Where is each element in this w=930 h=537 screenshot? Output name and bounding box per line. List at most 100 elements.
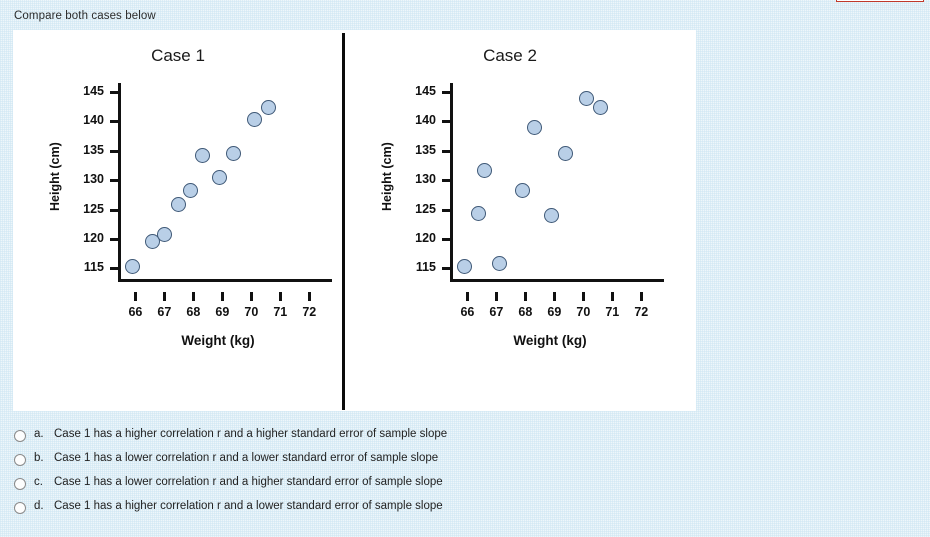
option-c[interactable]: c. Case 1 has a lower correlation r and …: [14, 476, 634, 500]
data-point: [578, 90, 594, 106]
y-tick-label: 125: [83, 201, 104, 216]
data-point: [471, 206, 487, 222]
chart-case-1: Case 1 115 120 125 130 135 140 145 66 67 68 69 70 71…: [13, 30, 343, 411]
data-point: [593, 99, 609, 115]
x-tick: [279, 292, 283, 301]
plot-area-case-2: 115 120 125 130 135 140 145 66 67 68 69 70 71 72 Heigh…: [345, 30, 675, 411]
y-tick: [110, 179, 118, 183]
data-point: [261, 100, 277, 116]
option-text-c: Case 1 has a lower correlation r and a h…: [54, 476, 443, 488]
x-tick: [582, 292, 586, 301]
x-axis-label: Weight (kg): [181, 333, 255, 348]
x-tick: [134, 292, 138, 301]
x-tick-label: 72: [302, 305, 317, 319]
y-tick: [110, 237, 118, 241]
data-point: [226, 145, 242, 161]
y-tick-label: 120: [415, 230, 436, 245]
option-text-d: Case 1 has a higher correlation r and a …: [54, 500, 443, 512]
x-tick-label: 69: [547, 305, 562, 319]
option-letter-b: b.: [34, 452, 44, 464]
data-point: [477, 163, 493, 179]
panel-divider: [342, 33, 345, 410]
x-tick: [524, 292, 528, 301]
y-tick-label: 145: [415, 83, 436, 98]
x-tick: [495, 292, 499, 301]
x-tick: [192, 292, 196, 301]
x-tick-label: 70: [576, 305, 591, 319]
option-d[interactable]: d. Case 1 has a higher correlation r and…: [14, 500, 634, 524]
x-tick: [466, 292, 470, 301]
option-b[interactable]: b. Case 1 has a lower correlation r and …: [14, 452, 634, 476]
x-tick-label: 72: [634, 305, 649, 319]
y-tick: [110, 90, 118, 94]
radio-icon-d[interactable]: [14, 502, 26, 514]
y-axis-line: [118, 83, 121, 282]
x-tick-label: 71: [273, 305, 288, 319]
plot-area-case-1: 115 120 125 130 135 140 145 66 67 68 69 70 71 72 Heigh…: [13, 30, 343, 411]
y-axis-line: [450, 83, 453, 282]
y-axis-label: Height (cm): [380, 142, 394, 211]
x-tick-label: 70: [244, 305, 259, 319]
x-tick: [553, 292, 557, 301]
radio-icon-a[interactable]: [14, 430, 26, 442]
page-title: Compare both cases below: [14, 10, 156, 22]
x-tick: [221, 292, 225, 301]
data-point: [456, 259, 472, 275]
y-tick: [442, 120, 450, 124]
y-tick: [110, 267, 118, 271]
x-tick-label: 68: [186, 305, 201, 319]
option-letter-a: a.: [34, 428, 44, 440]
y-tick-label: 125: [415, 201, 436, 216]
option-a[interactable]: a. Case 1 has a higher correlation r and…: [14, 428, 634, 452]
x-tick: [250, 292, 254, 301]
y-tick: [110, 208, 118, 212]
x-tick: [611, 292, 615, 301]
y-tick-label: 115: [415, 260, 436, 275]
option-letter-d: d.: [34, 500, 44, 512]
chart-title-case-1: Case 1: [151, 46, 205, 65]
chart-title-case-2: Case 2: [483, 46, 537, 65]
y-tick-label: 130: [415, 172, 436, 187]
y-tick: [442, 149, 450, 153]
x-tick-label: 69: [215, 305, 230, 319]
data-point: [491, 255, 507, 271]
radio-icon-c[interactable]: [14, 478, 26, 490]
x-tick-label: 71: [605, 305, 620, 319]
y-tick-label: 115: [83, 260, 104, 275]
y-tick: [442, 237, 450, 241]
x-axis-line: [450, 279, 664, 282]
y-tick-label: 135: [83, 142, 104, 157]
y-tick: [442, 208, 450, 212]
data-point: [171, 197, 187, 213]
y-tick: [110, 120, 118, 124]
y-tick-label: 140: [83, 113, 104, 128]
x-tick: [163, 292, 167, 301]
data-point: [246, 111, 262, 127]
x-tick-label: 67: [157, 305, 172, 319]
data-point: [124, 259, 140, 275]
option-text-a: Case 1 has a higher correlation r and a …: [54, 428, 448, 440]
data-point: [558, 145, 574, 161]
x-axis-line: [118, 279, 332, 282]
x-tick: [308, 292, 312, 301]
x-tick-label: 68: [518, 305, 533, 319]
data-point: [145, 233, 161, 249]
y-axis-label: Height (cm): [48, 142, 62, 211]
radio-icon-b[interactable]: [14, 454, 26, 466]
data-point: [211, 169, 227, 185]
y-tick: [442, 90, 450, 94]
clipped-top-banner: [836, 0, 924, 2]
y-tick: [442, 179, 450, 183]
charts-panel: Case 1 115 120 125 130 135 140 145 66 67 68 69 70 71…: [13, 30, 696, 411]
x-tick-label: 66: [128, 305, 143, 319]
chart-case-2: Case 2 115 120 125 130 135 140 145 66 67 68 69 70 71…: [345, 30, 675, 411]
y-tick-label: 120: [83, 230, 104, 245]
y-tick-label: 140: [415, 113, 436, 128]
data-point: [543, 207, 559, 223]
option-letter-c: c.: [34, 476, 43, 488]
x-tick: [640, 292, 644, 301]
y-tick-label: 135: [415, 142, 436, 157]
y-tick-label: 130: [83, 172, 104, 187]
x-tick-label: 67: [489, 305, 504, 319]
option-text-b: Case 1 has a lower correlation r and a l…: [54, 452, 439, 464]
